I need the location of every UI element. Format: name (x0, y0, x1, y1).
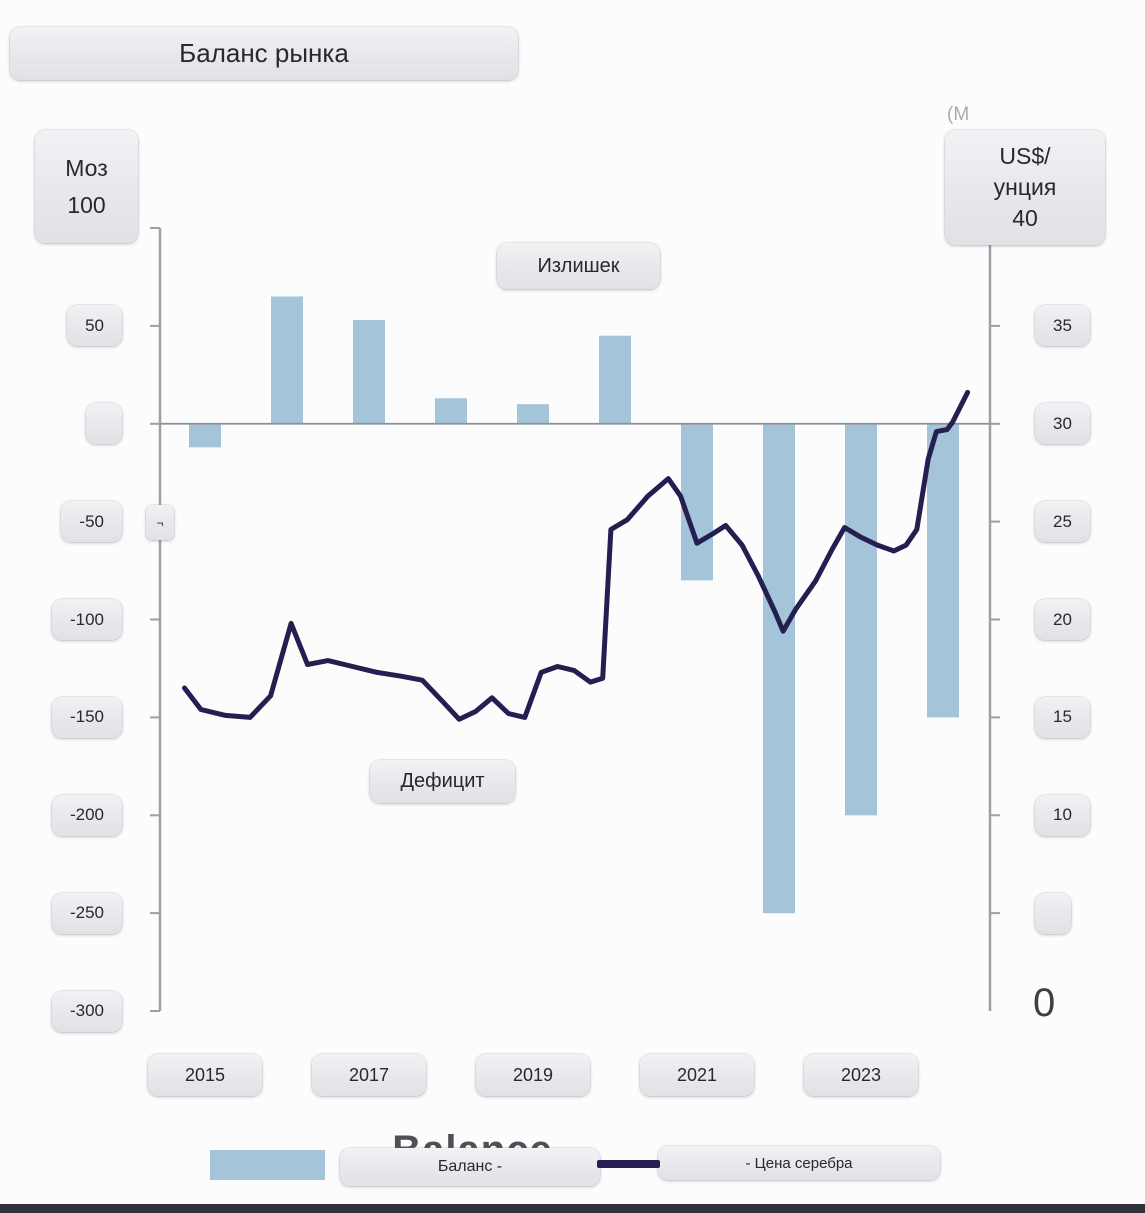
x-axis-label-2021: 2021 (640, 1054, 754, 1096)
right-axis-tick-25: 25 (1035, 501, 1090, 543)
chart-title: Баланс рынка (10, 27, 518, 80)
artifact-chip: ¬ (146, 505, 174, 540)
left-axis-tick-50: 50 (67, 305, 122, 347)
ghost-fragment-text: (M (947, 104, 970, 125)
right-axis-tick-30: 30 (1035, 403, 1090, 445)
balance-bar-2018 (435, 398, 467, 424)
right-axis-tick-5 (1035, 892, 1071, 934)
left-axis-tick--150: -150 (51, 696, 122, 738)
right-axis-tick-20: 20 (1035, 599, 1090, 640)
left-axis-tick--300: -300 (51, 990, 122, 1032)
balance-bar-2016 (271, 296, 303, 424)
balance-bar-2021 (681, 423, 713, 581)
legend-price-label: - Цена серебра (658, 1146, 940, 1180)
x-axis-label-2017: 2017 (312, 1054, 426, 1096)
surplus-annotation: Излишек (497, 243, 660, 289)
balance-bar-2024 (927, 423, 959, 718)
left-axis-tick--250: -250 (51, 892, 122, 934)
balance-bar-2020 (599, 335, 631, 424)
deficit-annotation: Дефицит (370, 760, 515, 803)
balance-bar-2017 (353, 320, 385, 424)
balance-bar-2015 (189, 423, 221, 448)
legend-balance-label: Баланс - (340, 1148, 600, 1186)
right-axis-tick-35: 35 (1035, 305, 1090, 347)
right-axis-tick-15: 15 (1035, 696, 1090, 738)
right-axis-unit-label: US$/ унция 40 (945, 130, 1105, 245)
left-axis-unit-label: Моз 100 (35, 130, 138, 243)
bottom-strip (0, 1204, 1145, 1213)
balance-bar-2023 (845, 423, 877, 816)
left-axis-tick-0 (86, 403, 122, 445)
left-axis-tick--100: -100 (51, 599, 122, 640)
x-axis-label-2015: 2015 (148, 1054, 262, 1096)
silver-price-line (182, 389, 971, 722)
legend-price-swatch (597, 1160, 660, 1168)
x-axis-label-2023: 2023 (804, 1054, 918, 1096)
legend-balance-swatch (210, 1150, 325, 1180)
balance-bar-2022 (763, 423, 795, 914)
left-axis-tick--200: -200 (51, 794, 122, 836)
left-axis-tick--50: -50 (61, 501, 122, 543)
balance-bar-2019 (517, 404, 549, 424)
right-axis-zero-label: 0 (1033, 981, 1056, 1025)
right-axis-tick-10: 10 (1035, 794, 1090, 836)
x-axis-label-2019: 2019 (476, 1054, 590, 1096)
